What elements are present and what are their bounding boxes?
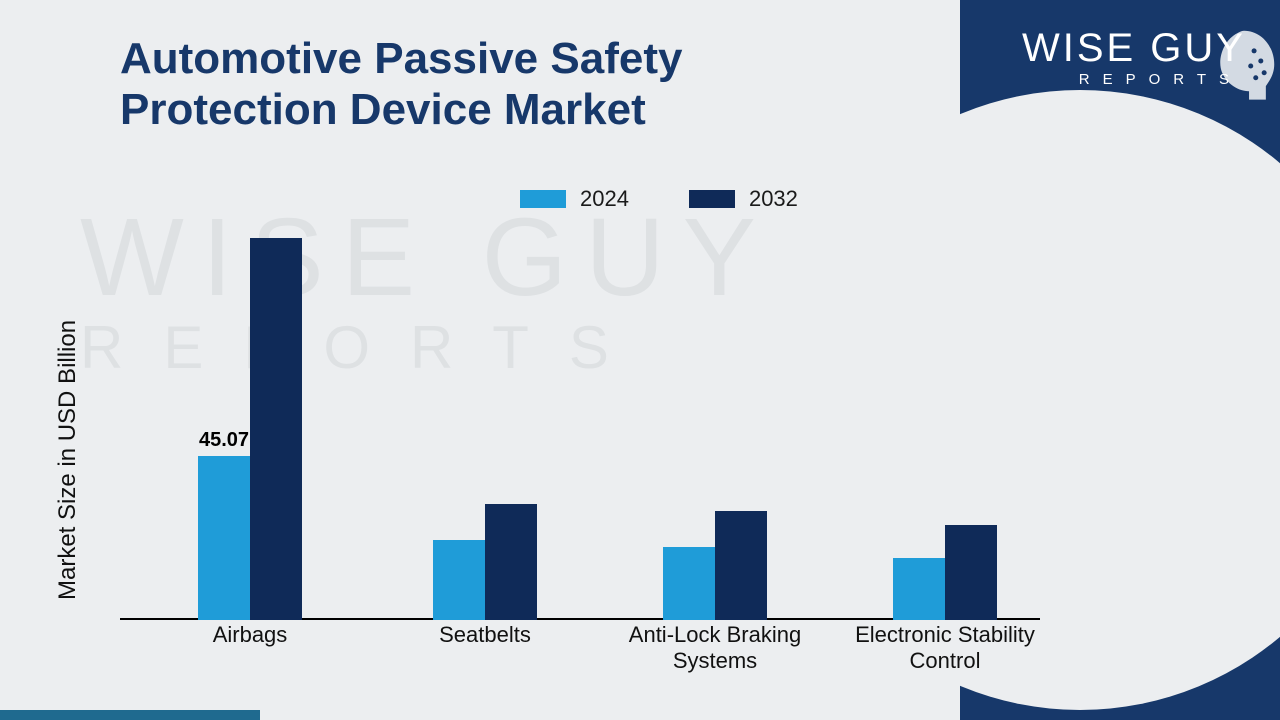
- bar: [433, 540, 485, 620]
- legend-label-2024: 2024: [580, 186, 629, 212]
- bar: [250, 238, 302, 620]
- chart-title: Automotive Passive Safety Protection Dev…: [120, 34, 840, 135]
- legend-swatch-2024: [520, 190, 566, 208]
- x-axis-labels: Airbags Seatbelts Anti-Lock Braking System…: [120, 622, 1040, 712]
- legend-item-2032: 2032: [689, 186, 798, 212]
- category-label: Electronic Stability Control: [855, 622, 1035, 675]
- legend-item-2024: 2024: [520, 186, 629, 212]
- bar: [198, 456, 250, 620]
- bar-pair: [433, 504, 537, 620]
- category-label: Seatbelts: [395, 622, 575, 648]
- bar: [485, 504, 537, 620]
- category-label: Anti-Lock Braking Systems: [625, 622, 805, 675]
- legend-swatch-2032: [689, 190, 735, 208]
- bar-pair: 45.07: [198, 238, 302, 620]
- bar-value-label: 45.07: [198, 429, 250, 456]
- bar-pair: [893, 525, 997, 620]
- brand-logo: WISE GUY REPORTS: [1022, 28, 1246, 87]
- logo-main-text: WISE GUY: [1022, 28, 1246, 68]
- bar: [945, 525, 997, 620]
- y-axis-label: Market Size in USD Billion: [54, 320, 82, 600]
- footer-accent-bar: [0, 710, 260, 720]
- bar-chart: 45.07: [120, 220, 1040, 620]
- chart-legend: 2024 2032: [520, 186, 798, 212]
- bar-pair: [663, 511, 767, 620]
- bar: [893, 558, 945, 620]
- bar: [715, 511, 767, 620]
- bar: [663, 547, 715, 620]
- page-root: WISE GUY REPORTS WISE GUY REPORTS Automo…: [0, 0, 1280, 720]
- category-label: Airbags: [160, 622, 340, 648]
- legend-label-2032: 2032: [749, 186, 798, 212]
- logo-sub-text: REPORTS: [1022, 72, 1246, 87]
